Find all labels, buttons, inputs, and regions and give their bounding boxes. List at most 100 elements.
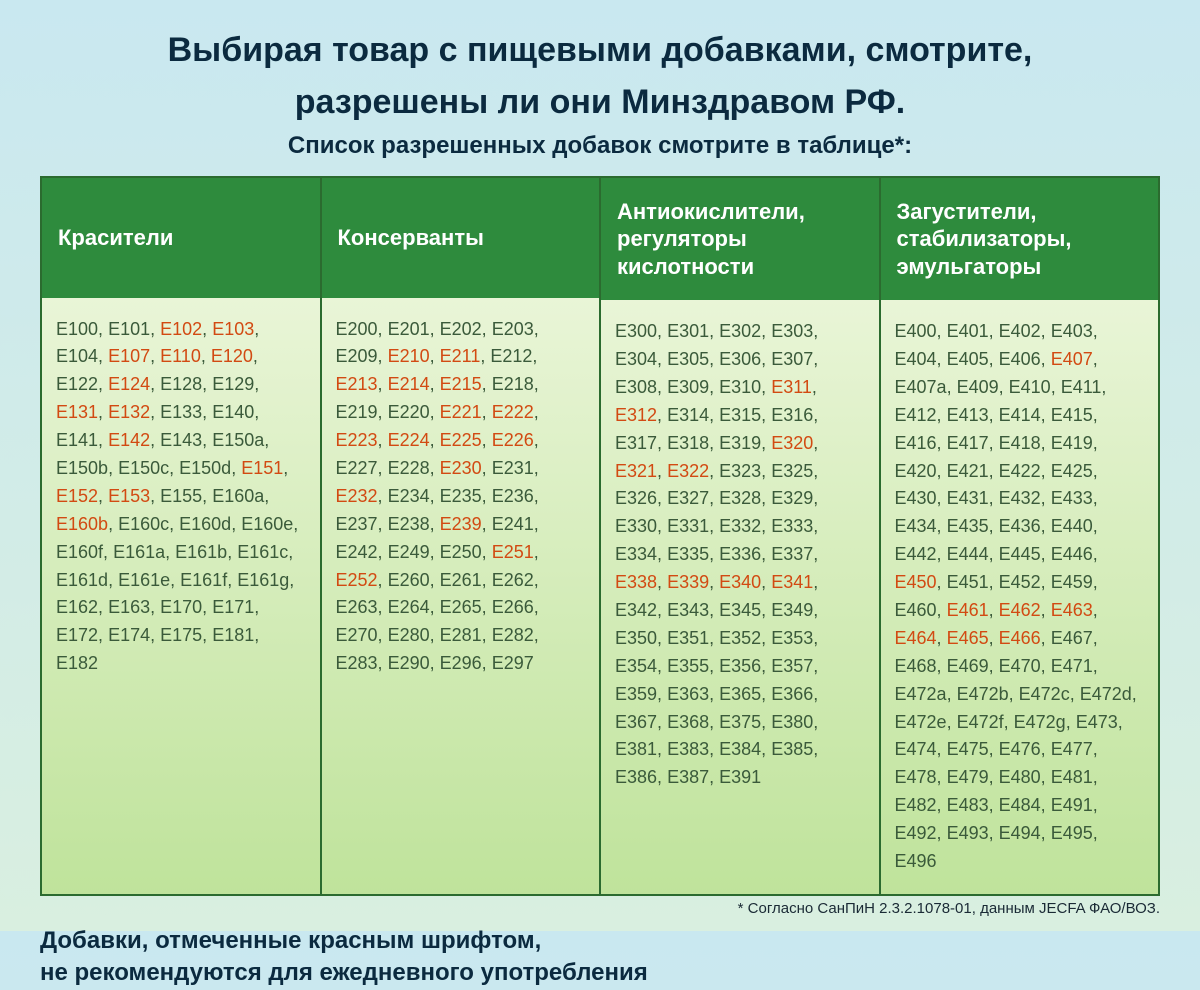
additive-code: E472b (957, 684, 1009, 704)
additive-code: E425 (1051, 461, 1093, 481)
additive-code: E334 (615, 544, 657, 564)
additive-code: E484 (999, 795, 1041, 815)
additive-code: E420 (895, 461, 937, 481)
additive-code: E235 (440, 486, 482, 506)
additive-code: E252 (336, 570, 378, 590)
additive-code: E170 (160, 597, 202, 617)
additive-code: E479 (947, 767, 989, 787)
additive-code: E124 (108, 374, 150, 394)
additive-code: E332 (719, 516, 761, 536)
bottom-note-line-2: не рекомендуются для ежедневного употреб… (40, 957, 1160, 989)
additive-code: E325 (771, 461, 813, 481)
additive-code: E433 (1051, 488, 1093, 508)
additive-code: E469 (947, 656, 989, 676)
additive-code: E251 (492, 542, 534, 562)
additive-code: E224 (388, 430, 430, 450)
additive-code: E335 (667, 544, 709, 564)
additive-code: E375 (719, 712, 761, 732)
additive-code: E495 (1051, 823, 1093, 843)
additive-code: E128 (160, 374, 202, 394)
column-header: Антиокислители, регуляторы кислотности (601, 178, 879, 301)
footnote: * Согласно СанПиН 2.3.2.1078-01, данным … (40, 900, 1160, 917)
additive-code: E464 (895, 628, 937, 648)
additive-code: E221 (440, 402, 482, 422)
additive-code: E150b (56, 458, 108, 478)
additive-code: E160a (212, 486, 264, 506)
additive-code: E418 (999, 433, 1041, 453)
additive-code: E200 (336, 319, 378, 339)
additive-code: E264 (388, 597, 430, 617)
additive-code: E416 (895, 433, 937, 453)
additive-code: E120 (211, 346, 253, 366)
additive-code: E434 (895, 516, 937, 536)
additive-code: E452 (999, 572, 1041, 592)
additive-code: E475 (947, 739, 989, 759)
additive-code: E228 (388, 458, 430, 478)
additive-code: E238 (388, 514, 430, 534)
additive-code: E262 (492, 570, 534, 590)
table-column: Загустители, стабилизаторы, эмульгаторыE… (881, 178, 1159, 894)
additive-code: E367 (615, 712, 657, 732)
additive-code: E143 (160, 430, 202, 450)
additive-code: E329 (771, 488, 813, 508)
additive-code: E422 (999, 461, 1041, 481)
additive-code: E343 (667, 600, 709, 620)
additive-code: E133 (160, 402, 202, 422)
additive-code: E175 (160, 625, 202, 645)
additive-code: E237 (336, 514, 378, 534)
additive-code: E338 (615, 572, 657, 592)
additive-code: E220 (388, 402, 430, 422)
additive-code: E225 (440, 430, 482, 450)
additive-code: E383 (667, 739, 709, 759)
additive-code: E214 (388, 374, 430, 394)
additive-code: E351 (667, 628, 709, 648)
additive-code: E203 (492, 319, 534, 339)
additive-code: E463 (1051, 600, 1093, 620)
additive-code: E365 (719, 684, 761, 704)
additive-code: E345 (719, 600, 761, 620)
additive-code: E140 (212, 402, 254, 422)
additive-code: E404 (895, 349, 937, 369)
additive-code: E368 (667, 712, 709, 732)
additive-code: E492 (895, 823, 937, 843)
additive-code: E493 (947, 823, 989, 843)
additive-code: E201 (388, 319, 430, 339)
additive-code: E311 (771, 377, 812, 397)
bottom-note-line-1: Добавки, отмеченные красным шрифтом, (40, 925, 1160, 957)
additive-code: E417 (947, 433, 989, 453)
additive-code: E330 (615, 516, 657, 536)
additive-code: E468 (895, 656, 937, 676)
additive-code: E211 (440, 346, 481, 366)
additive-code: E304 (615, 349, 657, 369)
additive-code: E172 (56, 625, 98, 645)
additive-code: E160d (179, 514, 231, 534)
additive-code: E150d (179, 458, 231, 478)
title-line-2: разрешены ли они Минздравом РФ. (40, 80, 1160, 124)
additive-code: E318 (667, 433, 709, 453)
additive-code: E415 (1051, 405, 1093, 425)
additive-code: E331 (667, 516, 709, 536)
additive-code: E290 (388, 653, 430, 673)
additive-code: E328 (719, 488, 761, 508)
additive-code: E407 (1051, 349, 1093, 369)
additive-code: E363 (667, 684, 709, 704)
additive-code: E303 (771, 321, 813, 341)
additive-code: E402 (999, 321, 1041, 341)
additive-code: E307 (771, 349, 813, 369)
additive-code: E122 (56, 374, 98, 394)
column-body: E200, E201, E202, E203, E209, E210, E211… (322, 298, 600, 894)
additive-code: E327 (667, 488, 709, 508)
additive-code: E160b (56, 514, 108, 534)
additive-code: E342 (615, 600, 657, 620)
additive-code: E212 (490, 346, 532, 366)
additive-code: E476 (999, 739, 1041, 759)
additive-code: E407a (895, 377, 947, 397)
additive-code: E161g (237, 570, 289, 590)
additive-code: E160f (56, 542, 103, 562)
additive-code: E141 (56, 430, 98, 450)
subtitle: Список разрешенных добавок смотрите в та… (40, 130, 1160, 161)
column-body: E400, E401, E402, E403, E404, E405, E406… (881, 300, 1159, 894)
additive-code: E442 (895, 544, 937, 564)
additive-code: E337 (771, 544, 813, 564)
additive-code: E107 (108, 346, 150, 366)
